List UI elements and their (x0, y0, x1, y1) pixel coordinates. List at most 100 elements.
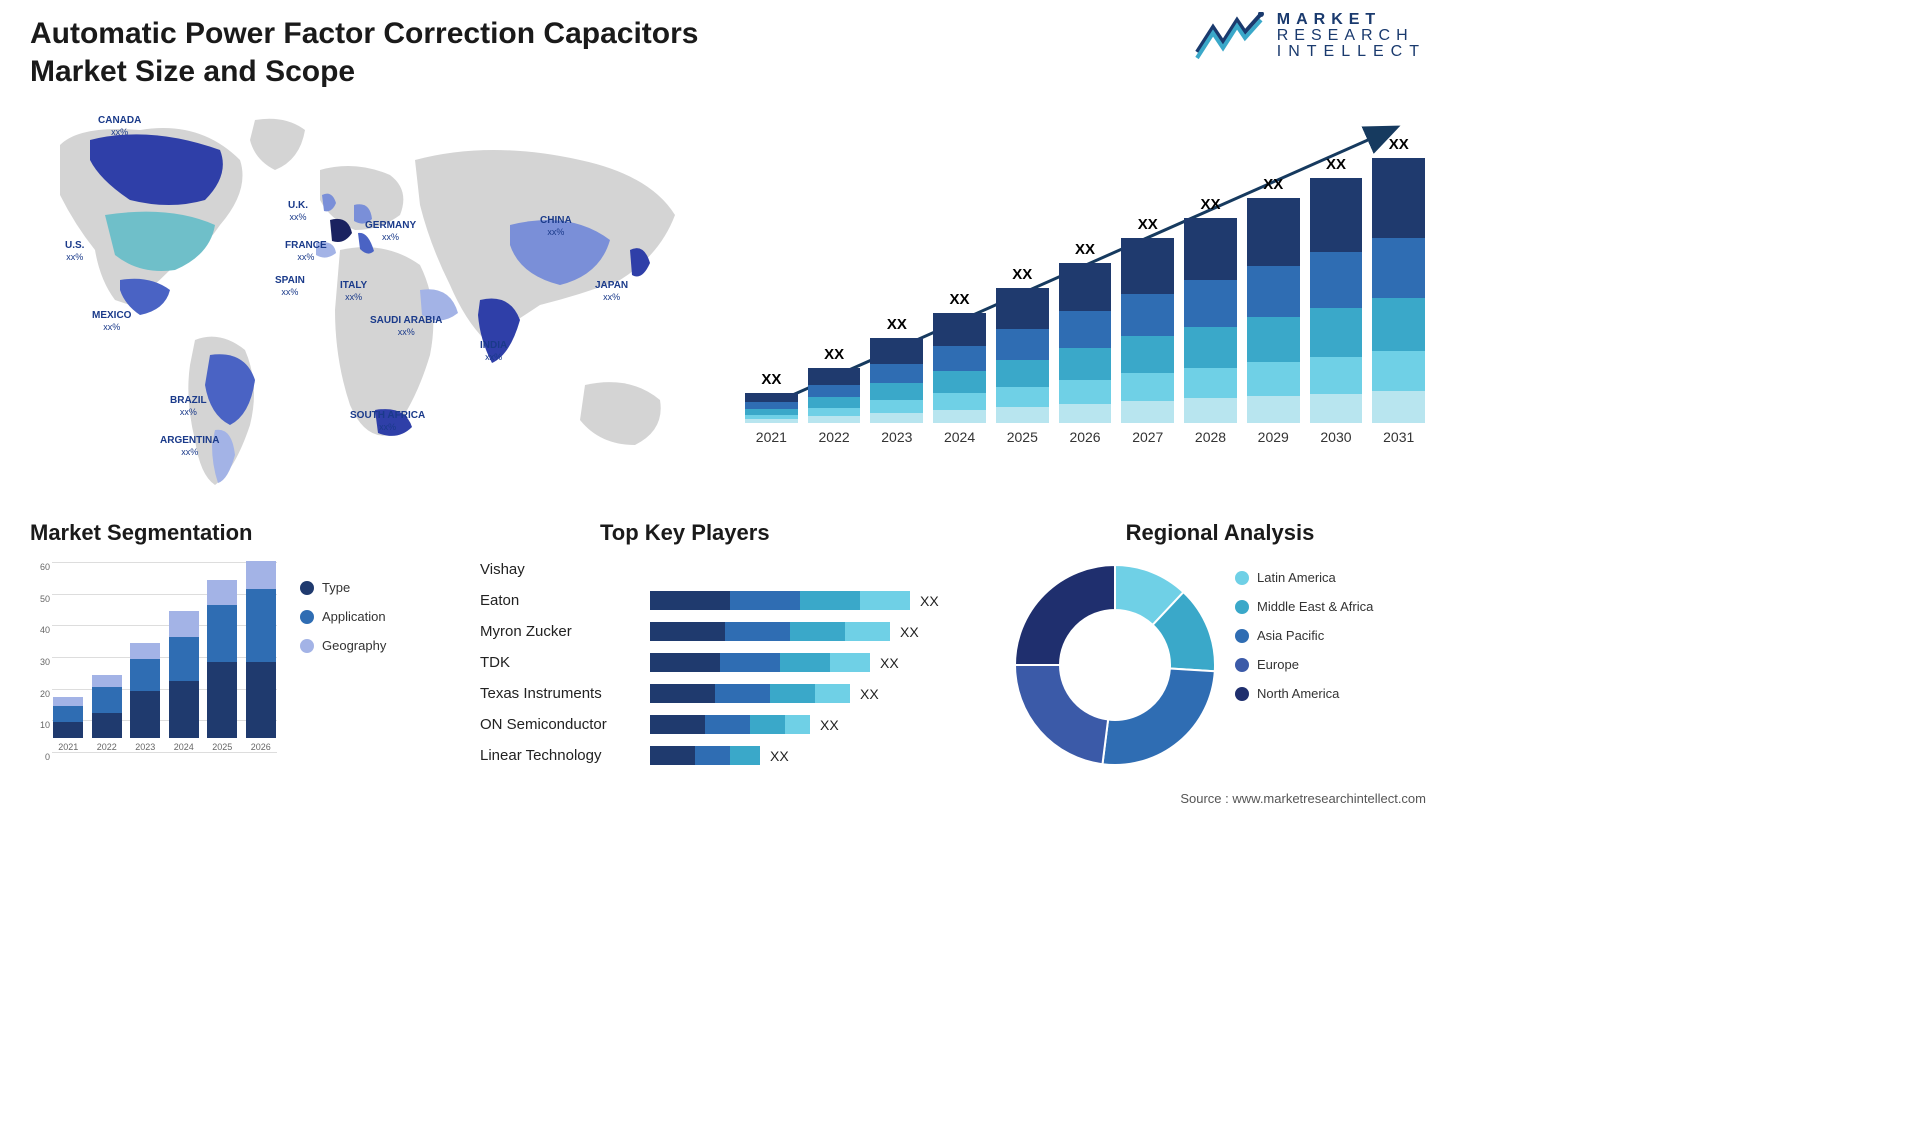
forecast-segment (745, 393, 798, 402)
seg-legend-item: Geography (300, 638, 386, 653)
player-bar-segment (770, 684, 815, 703)
forecast-segment (808, 368, 861, 385)
player-bar-segment (845, 622, 890, 641)
player-bar (650, 746, 760, 765)
forecast-bar-2028: XX2028 (1184, 218, 1237, 445)
forecast-year-label: 2021 (756, 429, 787, 445)
legend-label: Asia Pacific (1257, 628, 1324, 643)
forecast-segment (933, 346, 986, 371)
player-bar-segment (650, 622, 725, 641)
forecast-bar-2023: XX2023 (870, 338, 923, 445)
map-label-china: CHINAxx% (540, 215, 572, 237)
legend-label: Type (322, 580, 350, 595)
seg-segment (207, 580, 237, 605)
forecast-bar-2031: XX2031 (1372, 158, 1425, 445)
forecast-year-label: 2024 (944, 429, 975, 445)
forecast-segment (1310, 394, 1363, 423)
forecast-segment (1372, 238, 1425, 299)
player-row: TDKXX (480, 647, 939, 678)
forecast-segment (1121, 336, 1174, 373)
seg-segment (169, 611, 199, 636)
player-row: Linear Technology XX (480, 740, 939, 771)
seg-segment (53, 722, 83, 738)
forecast-bar-label: XX (887, 316, 907, 333)
player-bar-segment (650, 653, 720, 672)
player-bar-segment (650, 684, 715, 703)
forecast-bar-2024: XX2024 (933, 313, 986, 445)
forecast-segment (933, 313, 986, 346)
seg-segment (92, 713, 122, 738)
forecast-segment (1059, 348, 1112, 380)
forecast-year-label: 2026 (1069, 429, 1100, 445)
market-forecast-chart: XX2021XX2022XX2023XX2024XX2025XX2026XX20… (745, 110, 1425, 470)
forecast-segment (1059, 404, 1112, 423)
map-label-mexico: MEXICOxx% (92, 310, 131, 332)
region-legend-item: Middle East & Africa (1235, 599, 1373, 614)
donut-slice (1102, 668, 1214, 765)
forecast-segment (870, 413, 923, 423)
legend-dot (1235, 571, 1249, 585)
player-name: TDK (480, 654, 650, 671)
forecast-segment (933, 410, 986, 423)
forecast-segment (745, 402, 798, 409)
seg-segment (169, 681, 199, 738)
forecast-segment (1247, 198, 1300, 266)
seg-segment (169, 637, 199, 681)
map-label-argentina: ARGENTINAxx% (160, 435, 219, 457)
player-bar-segment (650, 746, 695, 765)
seg-segment (130, 643, 160, 659)
map-label-germany: GERMANYxx% (365, 220, 416, 242)
map-label-france: FRANCExx% (285, 240, 327, 262)
donut-slice (1015, 565, 1115, 665)
player-row: Vishay (480, 554, 939, 585)
forecast-segment (808, 397, 861, 408)
legend-dot (1235, 687, 1249, 701)
seg-bar-2025: 2025 (207, 580, 237, 752)
logo-text: MARKET RESEARCH INTELLECT (1277, 12, 1426, 60)
legend-dot (300, 581, 314, 595)
forecast-bar-label: XX (1200, 196, 1220, 213)
forecast-bar-2021: XX2021 (745, 393, 798, 445)
player-bar (650, 622, 890, 641)
forecast-segment (1059, 380, 1112, 404)
seg-ytick: 20 (40, 689, 50, 699)
forecast-bar-label: XX (824, 346, 844, 363)
regional-legend: Latin America Middle East & Africa Asia Pa… (1235, 570, 1373, 715)
forecast-year-label: 2028 (1195, 429, 1226, 445)
player-value-label: XX (770, 748, 789, 764)
forecast-segment (808, 416, 861, 423)
forecast-bar-label: XX (1138, 216, 1158, 233)
segmentation-panel: Market Segmentation 0102030405060 202120… (30, 520, 430, 790)
legend-label: Application (322, 609, 386, 624)
player-bar-segment (860, 591, 910, 610)
seg-segment (207, 662, 237, 738)
player-bar-segment (800, 591, 860, 610)
forecast-bar-label: XX (1075, 241, 1095, 258)
world-map-svg (20, 105, 720, 500)
logo-line-2: RESEARCH (1277, 28, 1426, 44)
player-bar-segment (705, 715, 750, 734)
regional-title: Regional Analysis (1010, 520, 1430, 546)
forecast-segment (808, 385, 861, 398)
forecast-bar-label: XX (1389, 136, 1409, 153)
forecast-year-label: 2029 (1258, 429, 1289, 445)
seg-segment (92, 687, 122, 712)
player-bar-segment (720, 653, 780, 672)
logo-icon (1195, 12, 1265, 60)
legend-label: Geography (322, 638, 386, 653)
player-row: EatonXX (480, 585, 939, 616)
player-bar-segment (650, 715, 705, 734)
seg-year-label: 2025 (212, 742, 232, 752)
seg-legend-item: Application (300, 609, 386, 624)
legend-label: Latin America (1257, 570, 1336, 585)
forecast-segment (808, 408, 861, 416)
seg-year-label: 2023 (135, 742, 155, 752)
forecast-segment (1372, 298, 1425, 351)
forecast-bar-label: XX (761, 371, 781, 388)
regional-donut (1010, 560, 1220, 770)
player-name: Linear Technology (480, 747, 650, 764)
forecast-segment (1247, 396, 1300, 423)
page-title-block: Automatic Power Factor Correction Capaci… (30, 15, 710, 90)
player-name: Vishay (480, 561, 650, 578)
forecast-bar-2030: XX2030 (1310, 178, 1363, 445)
